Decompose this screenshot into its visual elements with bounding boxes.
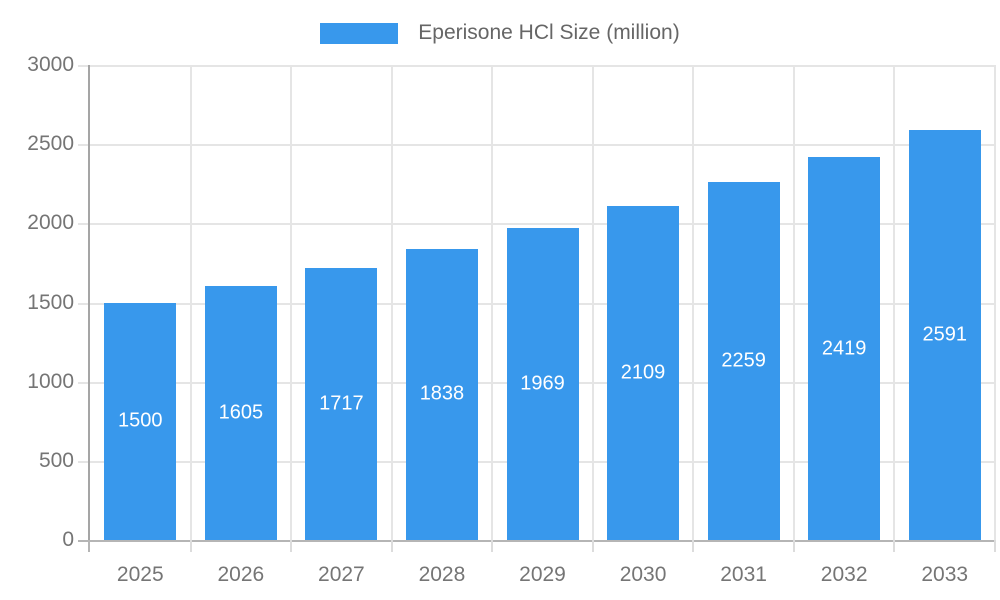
bar: 2591	[908, 129, 981, 540]
x-axis-tick-label: 2033	[921, 563, 969, 586]
y-axis-tick-label: 1000	[27, 369, 74, 393]
x-gridline	[491, 65, 494, 540]
y-axis-tick-label: 1500	[27, 290, 74, 314]
bar: 2259	[707, 182, 780, 540]
x-tick-mark	[88, 540, 90, 552]
x-gridline	[189, 65, 192, 540]
x-axis-tick-label: 2026	[217, 563, 265, 586]
x-gridline	[390, 65, 393, 540]
y-axis-tick-label: 500	[38, 448, 74, 472]
y-axis-tick-label: 2000	[27, 211, 74, 235]
x-gridline	[994, 65, 996, 540]
bar-value-label: 2419	[821, 337, 867, 359]
legend[interactable]: Eperisone HCl Size (million)	[0, 21, 1000, 45]
bar-value-label: 1717	[319, 392, 364, 415]
legend-label: Eperisone HCl Size (million)	[418, 21, 680, 44]
bar: 1717	[305, 268, 378, 540]
bar: 1838	[405, 248, 478, 540]
bar-value-label: 2591	[922, 323, 967, 346]
bar: 2419	[808, 157, 881, 540]
x-tick-mark	[893, 540, 896, 552]
x-tick-mark	[692, 540, 695, 552]
y-axis-tick-label: 2500	[27, 132, 74, 156]
x-axis-tick-label: 2027	[318, 563, 365, 586]
x-gridline	[591, 65, 594, 540]
y-tick-mark	[78, 302, 88, 305]
x-tick-mark	[591, 540, 594, 552]
x-tick-mark	[390, 540, 393, 552]
y-gridline	[90, 223, 995, 226]
y-tick-mark	[78, 223, 88, 226]
bar-value-label: 2109	[620, 361, 666, 384]
plot-area: 0 500 1000 1500 2000 2500 3000 1500 2025 1605 2026…	[27, 53, 996, 586]
x-tick-mark	[792, 540, 795, 552]
y-axis-tick-label: 0	[62, 528, 74, 551]
y-tick-mark	[78, 144, 88, 147]
x-tick-mark	[491, 540, 494, 552]
y-tick-mark	[78, 460, 88, 463]
y-gridline	[90, 144, 995, 147]
bar: 1969	[506, 228, 579, 540]
x-tick-mark	[189, 540, 192, 552]
bar-value-label: 2259	[721, 349, 766, 372]
x-gridline	[692, 65, 695, 540]
bar-value-label: 1838	[419, 382, 465, 405]
bar: 1605	[204, 285, 277, 540]
x-axis-tick-label: 2025	[116, 563, 164, 586]
x-tick-mark	[994, 540, 996, 552]
x-gridline	[893, 65, 896, 540]
x-gridline	[792, 65, 795, 540]
y-gridline	[90, 65, 995, 67]
x-axis-tick-label: 2030	[619, 563, 667, 586]
y-tick-mark	[78, 381, 88, 384]
x-axis-tick-label: 2028	[418, 563, 466, 586]
y-tick-mark	[78, 65, 88, 67]
bar-value-label: 1605	[218, 401, 264, 424]
x-axis-tick-label: 2032	[820, 563, 868, 586]
x-gridline	[290, 65, 293, 540]
y-axis-tick-label: 3000	[27, 53, 74, 76]
x-tick-mark	[290, 540, 293, 552]
bar: 1500	[104, 302, 177, 540]
legend-swatch	[320, 22, 399, 44]
bar-value-label: 1969	[520, 372, 565, 395]
x-axis-tick-label: 2029	[519, 563, 566, 586]
x-axis-tick-label: 2031	[720, 563, 767, 586]
bar-value-label: 1500	[118, 409, 163, 432]
bar: 2109	[607, 206, 680, 540]
y-tick-mark	[78, 540, 88, 542]
